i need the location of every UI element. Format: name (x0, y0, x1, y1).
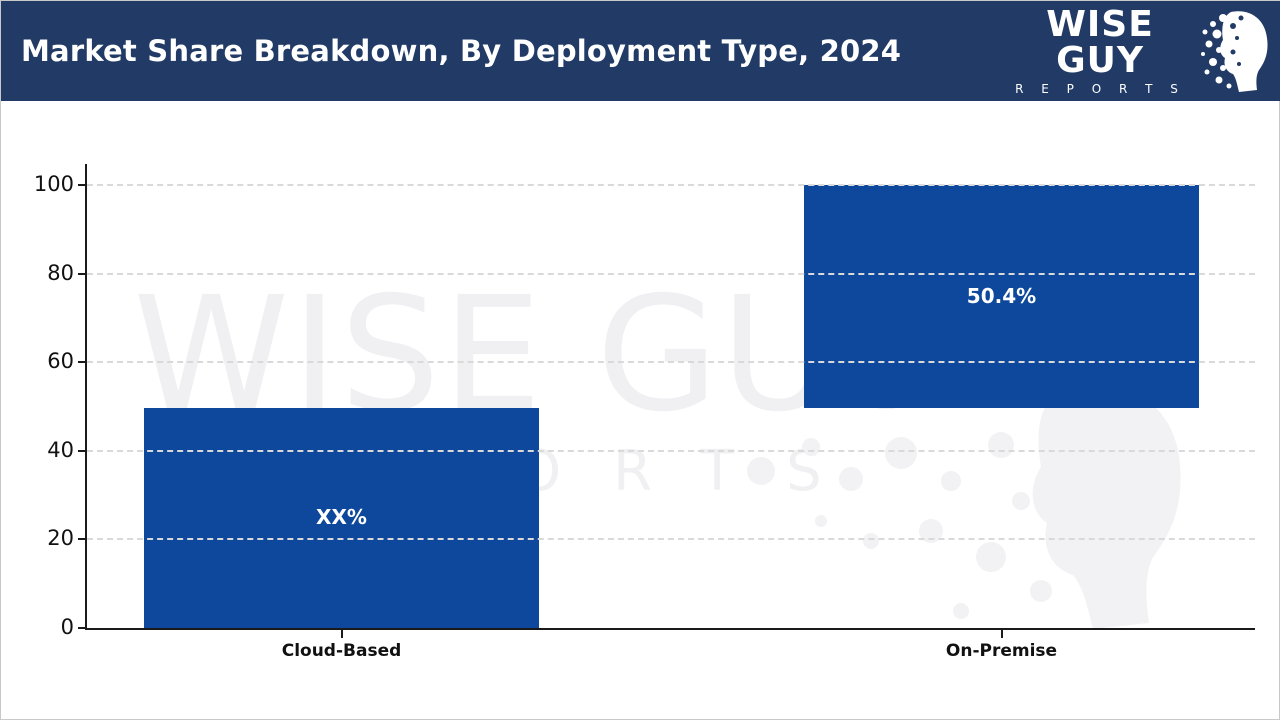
x-tick-0 (340, 630, 343, 638)
bar-value-label: XX% (316, 504, 367, 529)
category-label-1: On-Premise (945, 641, 1058, 661)
gridline-40 (87, 449, 1255, 452)
y-tick-label-40: 40 (47, 437, 74, 462)
category-label-0: Cloud-Based (281, 641, 402, 661)
gridline-60 (87, 361, 1255, 364)
logo-wordmark: WISE GUY (1046, 4, 1154, 81)
watermark-face-icon (747, 384, 1181, 629)
y-tick-80 (78, 272, 86, 275)
logo-text: WISE GUY R E P O R T S (1011, 4, 1189, 96)
y-axis-line (85, 164, 87, 630)
y-tick-100 (78, 184, 86, 186)
gridline-80 (87, 272, 1255, 275)
header-bar: Market Share Breakdown, By Deployment Ty… (1, 1, 1280, 101)
logo-subtitle: R E P O R T S (1015, 82, 1185, 96)
bar-on-premise: 50.4% (804, 185, 1199, 409)
logo-face-icon (1201, 11, 1268, 93)
bar-value-label: 50.4% (966, 283, 1037, 308)
wise-guy-logo: WISE GUY R E P O R T S (1011, 7, 1271, 95)
x-axis-line (85, 628, 1255, 630)
y-tick-label-60: 60 (47, 349, 74, 374)
y-tick-60 (78, 361, 86, 364)
y-tick-20 (78, 538, 86, 541)
gridline-20 (87, 538, 1255, 541)
y-tick-label-80: 80 (47, 260, 74, 285)
y-tick-label-100: 100 (33, 172, 74, 196)
x-tick-1 (1000, 630, 1003, 638)
bar-chart: 0 20 40 60 80 100 XX% Cloud-Based 50.4% On-Premis… (1, 101, 1280, 720)
y-tick-40 (78, 449, 86, 452)
y-tick-label-20: 20 (47, 526, 74, 551)
y-tick-0 (78, 627, 86, 629)
page-title: Market Share Breakdown, By Deployment Ty… (21, 34, 902, 68)
bar-cloud-based: XX% (144, 408, 539, 628)
gridline-100 (87, 184, 1255, 186)
y-tick-label-0: 0 (60, 615, 74, 639)
